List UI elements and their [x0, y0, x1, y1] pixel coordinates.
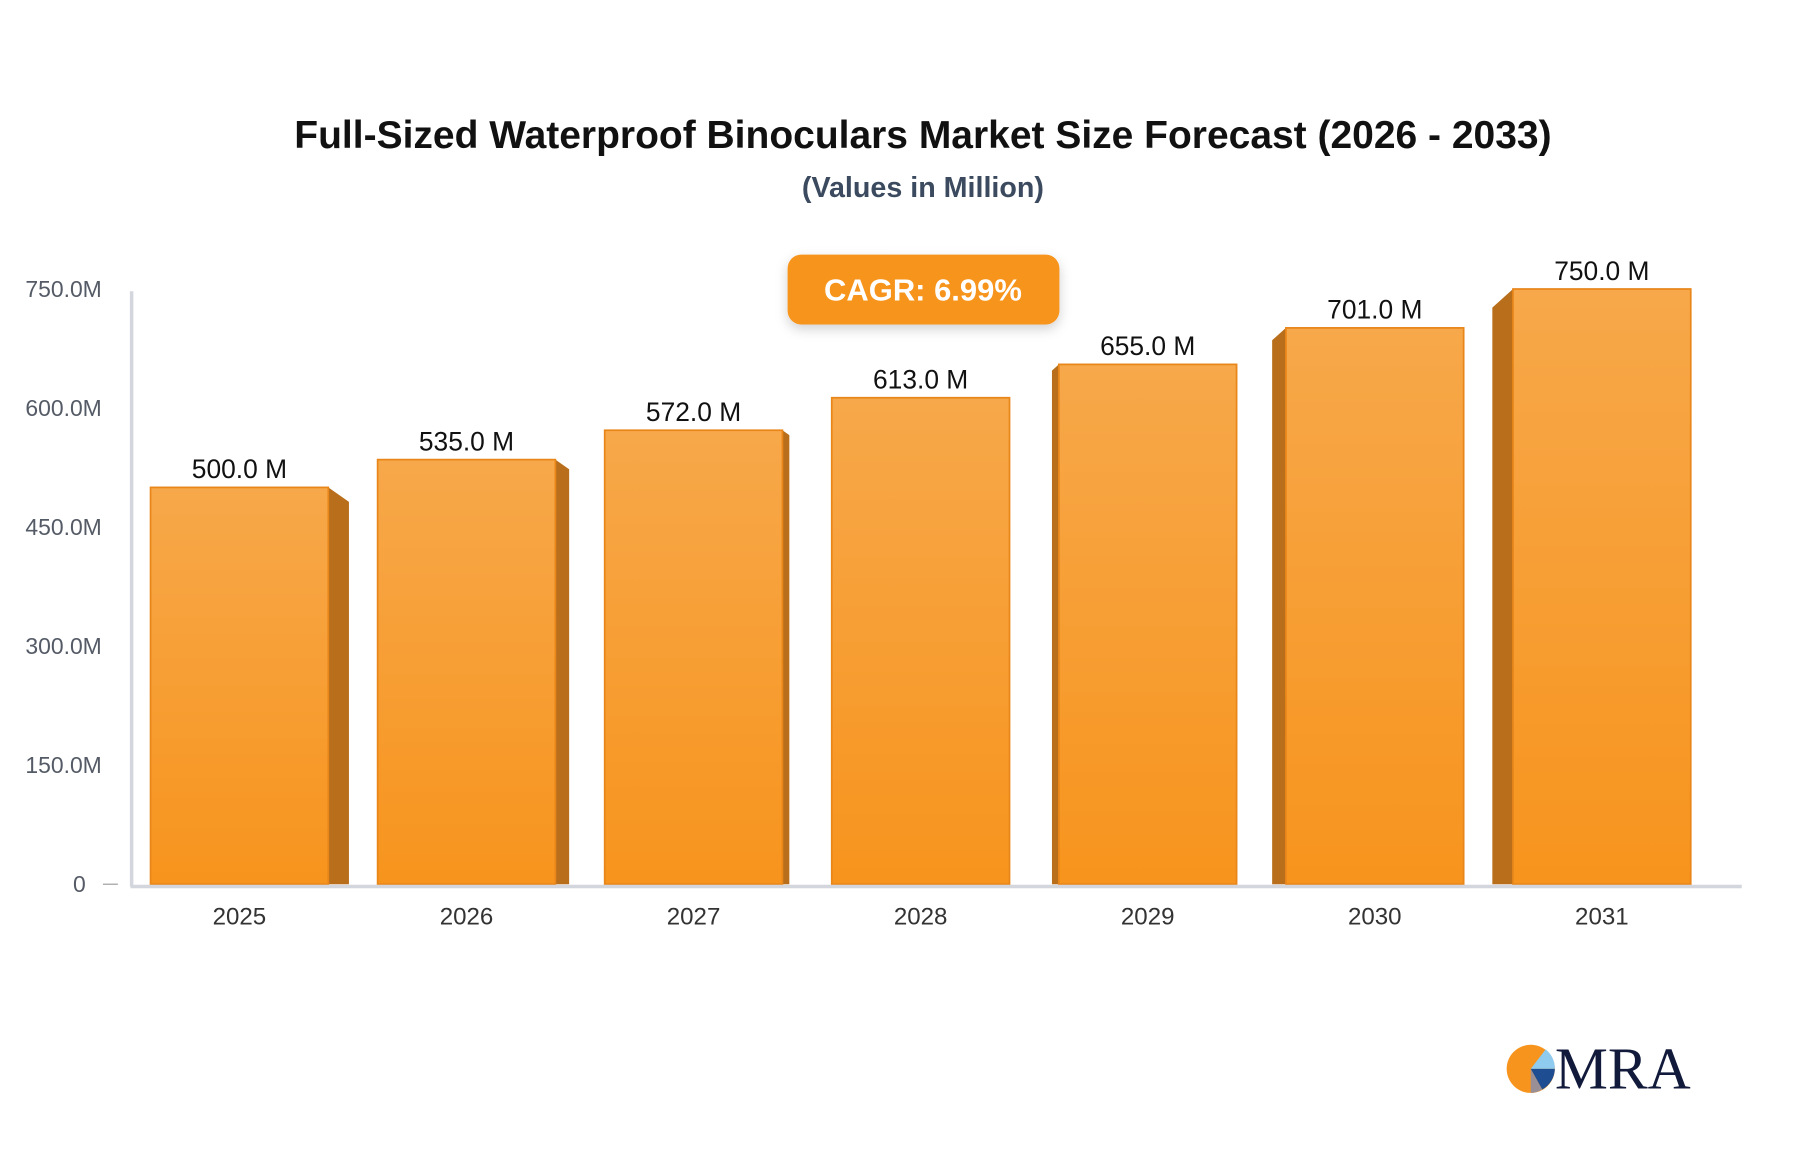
bar-side — [1272, 327, 1286, 885]
data-label: 572.0 M — [646, 397, 741, 427]
chart-title: Full-Sized Waterproof Binoculars Market … — [294, 114, 1551, 157]
logo-text: MRA — [1555, 1035, 1691, 1101]
chart-subtitle: (Values in Million) — [802, 172, 1044, 204]
bar-2030 — [1272, 327, 1465, 886]
bar-front — [149, 486, 330, 886]
data-label: 655.0 M — [1100, 331, 1195, 361]
x-tick-label: 2025 — [213, 903, 267, 930]
y-tick-label: 750.0M — [25, 276, 101, 302]
bar-2028 — [830, 396, 1011, 886]
y-tick-label: 150.0M — [25, 752, 101, 778]
x-tick-label: 2031 — [1575, 903, 1629, 930]
bar-side — [555, 459, 570, 885]
data-label: 750.0 M — [1554, 256, 1649, 286]
cagr-badge-bg — [787, 254, 1060, 325]
bar-front — [376, 458, 557, 886]
x-tick-label: 2026 — [440, 903, 494, 930]
data-label: 500.0 M — [192, 454, 287, 484]
data-label: 613.0 M — [873, 365, 968, 395]
bar-2031 — [1492, 288, 1692, 886]
bar-2029 — [1051, 363, 1238, 886]
x-tick-label: 2029 — [1121, 903, 1175, 930]
y-tick-label: 0 — [73, 871, 86, 897]
bar-2026 — [376, 458, 570, 886]
bar-front — [1057, 363, 1238, 886]
mra-logo: MRA — [1506, 1035, 1691, 1101]
x-tick-label: 2030 — [1348, 903, 1402, 930]
bar-side — [1492, 289, 1513, 885]
y-tick-label: 450.0M — [25, 514, 101, 540]
x-tick-label: 2028 — [894, 903, 948, 930]
cagr-badge — [787, 254, 1060, 325]
bar-front — [603, 429, 784, 886]
bar-side — [1051, 364, 1059, 885]
bars: 500.0 M 2025 535.0 M 2026 572.0 M 2027 613.0 M… — [149, 256, 1692, 930]
bar-front — [1512, 288, 1692, 886]
y-tick-label: 300.0M — [25, 633, 101, 659]
bar-front — [830, 396, 1011, 886]
bar-2027 — [603, 429, 790, 886]
bar-side — [328, 487, 349, 885]
data-label: 701.0 M — [1327, 295, 1422, 325]
y-tick-label: 600.0M — [25, 395, 101, 421]
bar-side — [782, 430, 790, 885]
y-axis: 0 150.0M 300.0M 450.0M 600.0M 750.0M — [25, 276, 118, 897]
x-tick-label: 2027 — [667, 903, 721, 930]
data-label: 535.0 M — [419, 426, 514, 456]
bar-2025 — [149, 486, 349, 886]
bar-front — [1285, 327, 1465, 886]
cagr-label: CAGR: 6.99% — [824, 272, 1022, 307]
